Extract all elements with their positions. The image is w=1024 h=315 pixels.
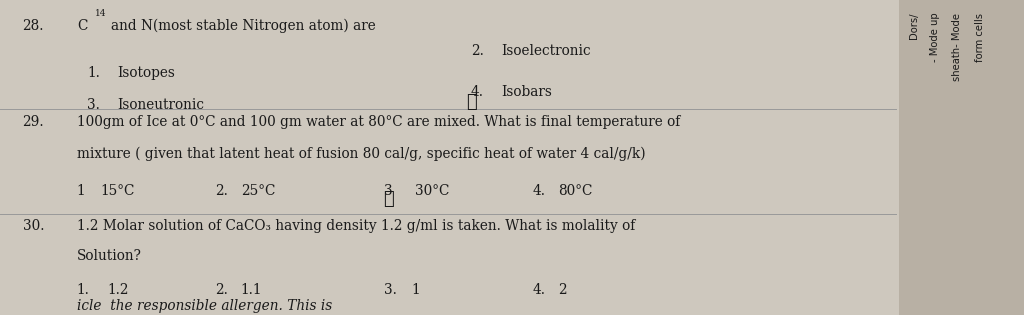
Text: ✓: ✓ (383, 190, 393, 208)
Text: Isobars: Isobars (502, 85, 553, 99)
Text: 1.1: 1.1 (241, 284, 262, 297)
Text: and N(most stable Nitrogen atom) are: and N(most stable Nitrogen atom) are (111, 19, 376, 33)
Text: 3.: 3. (87, 98, 100, 112)
Text: icle  the responsible allergen. This is: icle the responsible allergen. This is (77, 300, 332, 313)
Text: 30°C: 30°C (415, 184, 450, 198)
Text: 80°C: 80°C (558, 184, 593, 198)
Text: 30.: 30. (23, 219, 44, 233)
Text: 1.2 Molar solution of CaCO₃ having density 1.2 g/ml is taken. What is molality o: 1.2 Molar solution of CaCO₃ having densi… (77, 219, 635, 233)
Text: 1.2: 1.2 (108, 284, 129, 297)
Text: 100gm of Ice at 0°C and 100 gm water at 80°C are mixed. What is final temperatur: 100gm of Ice at 0°C and 100 gm water at … (77, 115, 680, 129)
FancyBboxPatch shape (899, 0, 1024, 315)
Text: 1.: 1. (87, 66, 100, 80)
Text: Isoneutronic: Isoneutronic (118, 98, 205, 112)
Text: 14: 14 (95, 9, 106, 19)
Text: 4.: 4. (471, 85, 484, 99)
Text: 4.: 4. (532, 284, 546, 297)
Text: C: C (77, 19, 87, 33)
Text: Isotopes: Isotopes (118, 66, 176, 80)
Text: 15°C: 15°C (100, 184, 135, 198)
Text: 28.: 28. (23, 19, 44, 33)
Text: 1: 1 (77, 184, 85, 198)
Text: Solution?: Solution? (77, 249, 141, 263)
Text: sheath- Mode: sheath- Mode (952, 13, 963, 81)
Text: Dors/: Dors/ (909, 13, 920, 39)
Text: ✓: ✓ (466, 93, 476, 111)
Text: 2.: 2. (215, 184, 228, 198)
Text: 29.: 29. (23, 115, 44, 129)
Text: 3: 3 (384, 184, 392, 198)
Text: 1: 1 (412, 284, 420, 297)
Text: 2.: 2. (471, 44, 484, 58)
Text: 1.: 1. (77, 284, 90, 297)
Text: - Mode up: - Mode up (930, 13, 940, 62)
Text: Isoelectronic: Isoelectronic (502, 44, 592, 58)
Text: 2.: 2. (215, 284, 228, 297)
Text: 4.: 4. (532, 184, 546, 198)
Text: mixture ( given that latent heat of fusion 80 cal/g, specific heat of water 4 ca: mixture ( given that latent heat of fusi… (77, 146, 645, 161)
Text: form cells: form cells (975, 13, 985, 62)
Text: 25°C: 25°C (241, 184, 275, 198)
Text: 3.: 3. (384, 284, 397, 297)
Text: 2: 2 (558, 284, 566, 297)
